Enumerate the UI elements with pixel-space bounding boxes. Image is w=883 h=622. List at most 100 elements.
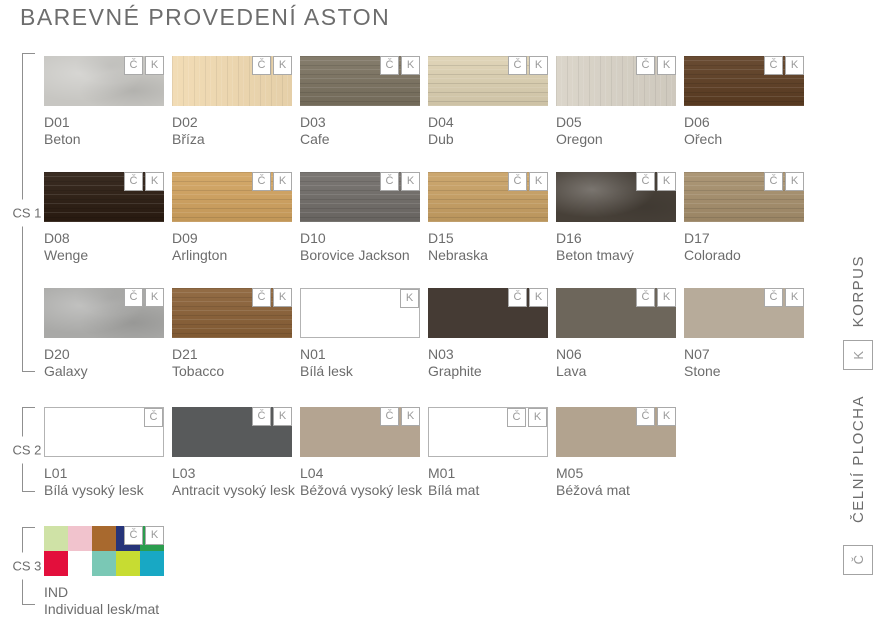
palette-tile [140,551,164,576]
swatch-name: Cafe [300,131,330,147]
celni-badge-icon: Č [507,408,526,427]
swatch-code: M05 [556,465,584,481]
swatch-name: Wenge [44,247,89,263]
palette-tile [92,551,116,576]
swatch-code: D06 [684,114,710,130]
celni-badge-icon: Č [764,172,783,191]
swatch-code: D15 [428,230,454,246]
korpus-label: KORPUS [849,254,867,328]
celni-badge-icon: Č [636,56,655,75]
korpus-badge-box: K [843,340,873,370]
swatch-code: N03 [428,346,454,362]
korpus-badge-icon: K [273,288,292,307]
swatch-code: D03 [300,114,326,130]
swatch-cell: K N01 Bílá lesk [300,288,420,380]
group-label-cs1: CS 1 [10,199,44,226]
swatch-name: Beton [44,131,81,147]
celni-badge-box: Č [843,545,873,575]
celni-badge-icon: Č [124,288,143,307]
swatch-code: D08 [44,230,70,246]
swatch-name: Colorado [684,247,741,263]
korpus-badge-icon: K [529,288,548,307]
swatch-name: Tobacco [172,363,225,379]
celni-plocha-legend: ČELNÍ PLOCHA [842,395,874,523]
korpus-badge-icon: K [850,350,866,360]
swatch-name: Béžová vysoký lesk [300,482,423,498]
korpus-badge-icon: K [657,288,676,307]
celni-badge-icon: Č [764,288,783,307]
korpus-badge-icon: K [529,172,548,191]
swatch-name: Lava [556,363,587,379]
celni-badge-icon: Č [124,172,143,191]
swatch-code: D20 [44,346,70,362]
celni-badge-icon: Č [636,288,655,307]
celni-badge-icon: Č [380,172,399,191]
celni-badge-icon: Č [636,172,655,191]
celni-badge-icon: Č [764,56,783,75]
palette-tile [68,551,92,576]
korpus-badge-icon: K [273,407,292,426]
celni-badge-icon: Č [380,407,399,426]
swatch-code: N07 [684,346,710,362]
swatch-name: Individual lesk/mat [44,601,160,617]
swatch-name: Bílá mat [428,482,480,498]
celni-badge-icon: Č [850,555,866,565]
page-title: BAREVNÉ PROVEDENÍ ASTON [20,4,391,30]
swatch-name: Béžová mat [556,482,630,498]
korpus-badge-icon: K [273,56,292,75]
celni-badge-icon: Č [508,172,527,191]
palette-tile [68,526,92,551]
swatch-code: N06 [556,346,582,362]
korpus-badge-icon: K [657,172,676,191]
swatch-name: Antracit vysoký lesk [172,482,295,498]
celni-badge-icon: Č [124,526,143,545]
korpus-badge-icon: K [785,56,804,75]
korpus-badge-icon: K [400,289,419,308]
korpus-legend: KORPUS [842,254,874,328]
palette-tile [116,551,140,576]
korpus-badge-icon: K [401,172,420,191]
palette-tile [44,526,68,551]
swatch-name: Arlington [172,247,228,263]
celni-badge-icon: Č [144,408,163,427]
swatch-code: L04 [300,465,324,481]
swatch-name: Bílá vysoký lesk [44,482,144,498]
korpus-badge-icon: K [401,407,420,426]
celni-badge-icon: Č [252,172,271,191]
korpus-badge-icon: K [145,288,164,307]
celni-badge-icon: Č [252,407,271,426]
group-bracket-cs1: CS 1 [10,53,44,372]
swatch-name: Nebraska [428,247,488,263]
palette-tile [44,551,68,576]
swatch-code: L01 [44,465,68,481]
